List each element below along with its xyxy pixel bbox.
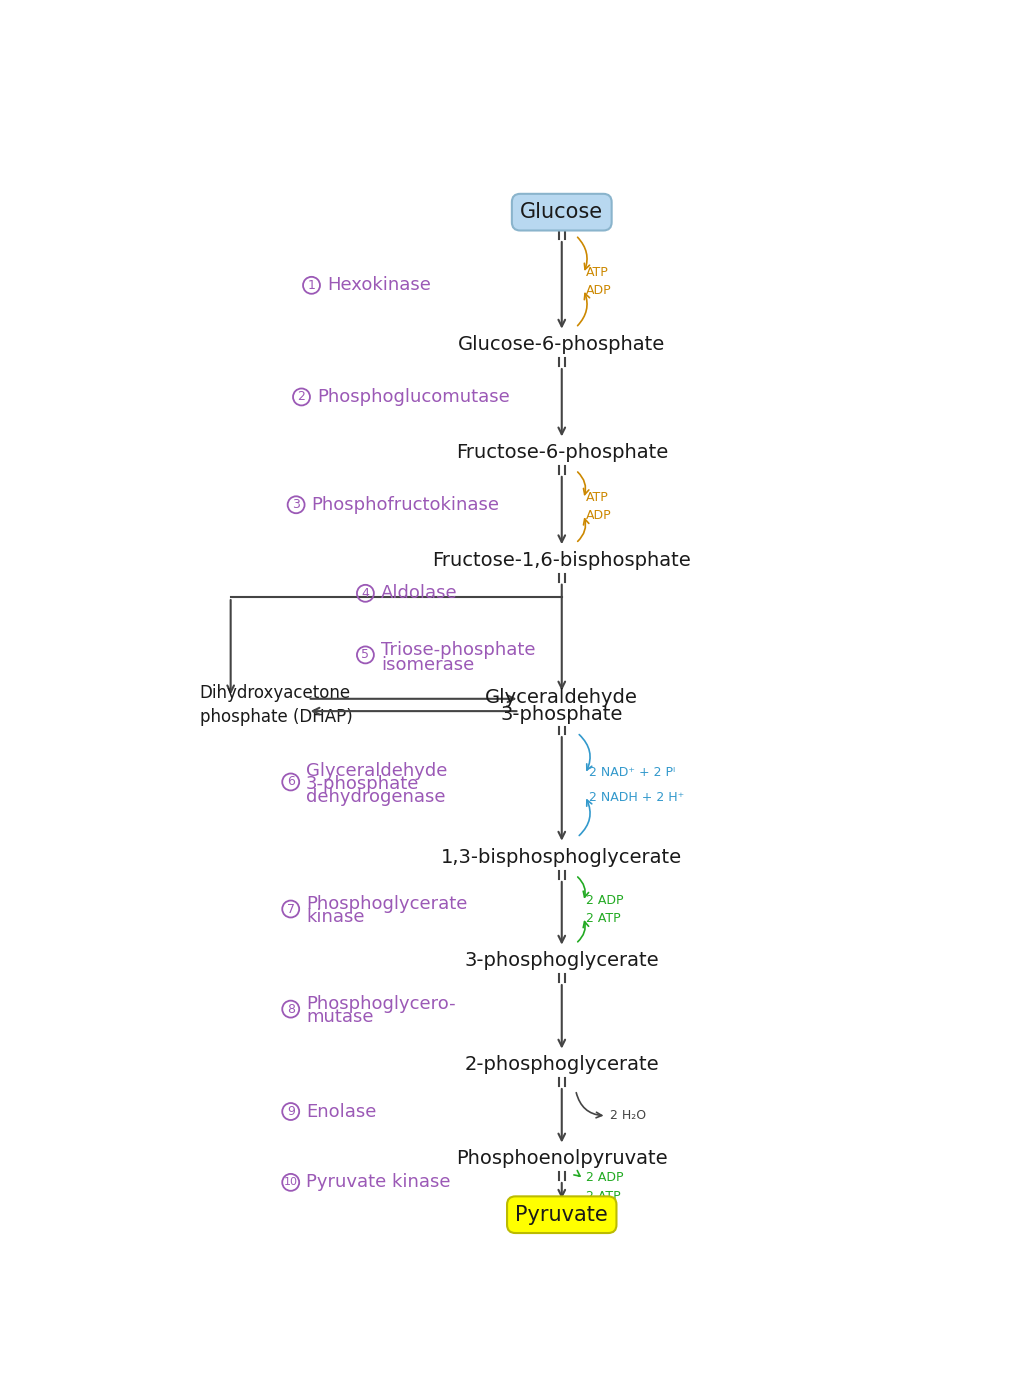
Text: 5: 5: [361, 649, 370, 661]
Text: 1,3-bisphosphoglycerate: 1,3-bisphosphoglycerate: [441, 848, 682, 867]
Text: 10: 10: [284, 1177, 298, 1188]
Text: ADP: ADP: [587, 509, 612, 523]
Text: Phosphoenolpyruvate: Phosphoenolpyruvate: [456, 1149, 668, 1169]
Text: 4: 4: [361, 586, 370, 600]
Text: Fructose-1,6-bisphosphate: Fructose-1,6-bisphosphate: [432, 552, 691, 570]
Text: Glyceraldehyde: Glyceraldehyde: [485, 687, 638, 707]
Text: dehydrogenase: dehydrogenase: [306, 788, 445, 806]
Text: Pyruvate kinase: Pyruvate kinase: [306, 1173, 451, 1191]
Text: ADP: ADP: [587, 284, 612, 297]
Text: Enolase: Enolase: [306, 1102, 377, 1120]
Text: Pyruvate: Pyruvate: [515, 1205, 608, 1225]
Text: Phosphofructokinase: Phosphofructokinase: [311, 495, 500, 513]
Text: 3: 3: [292, 498, 300, 512]
Text: 2 ADP: 2 ADP: [587, 1171, 624, 1184]
Text: 2 NAD⁺ + 2 Pᴵ: 2 NAD⁺ + 2 Pᴵ: [590, 766, 676, 779]
Text: Glyceraldehyde: Glyceraldehyde: [306, 762, 447, 780]
Text: ATP: ATP: [587, 491, 609, 503]
Text: 2 H₂O: 2 H₂O: [609, 1109, 645, 1122]
Text: mutase: mutase: [306, 1008, 374, 1026]
Text: 2 NADH + 2 H⁺: 2 NADH + 2 H⁺: [590, 791, 685, 804]
Text: Hexokinase: Hexokinase: [327, 277, 431, 295]
Text: 6: 6: [287, 776, 295, 788]
Text: Glucose: Glucose: [520, 202, 603, 223]
Text: kinase: kinase: [306, 907, 365, 925]
Text: 2 ATP: 2 ATP: [587, 1189, 621, 1203]
Text: 3-phosphate: 3-phosphate: [501, 705, 623, 723]
Text: Triose-phosphate: Triose-phosphate: [381, 640, 536, 658]
Text: 2 ADP: 2 ADP: [587, 893, 624, 907]
Text: Phosphoglycero-: Phosphoglycero-: [306, 994, 456, 1012]
Text: 1: 1: [307, 279, 315, 292]
Text: 3-phosphoglycerate: 3-phosphoglycerate: [465, 952, 659, 969]
Text: ATP: ATP: [587, 266, 609, 279]
Text: 2-phosphoglycerate: 2-phosphoglycerate: [465, 1055, 659, 1075]
Text: 2: 2: [298, 390, 305, 404]
Text: 7: 7: [287, 903, 295, 916]
Text: Aldolase: Aldolase: [381, 584, 458, 603]
Text: 9: 9: [287, 1105, 295, 1117]
Text: 2 ATP: 2 ATP: [587, 913, 621, 925]
Text: Phosphoglucomutase: Phosphoglucomutase: [316, 389, 510, 407]
Text: isomerase: isomerase: [381, 656, 474, 674]
Text: 3-phosphate: 3-phosphate: [306, 776, 420, 794]
Text: Phosphoglycerate: Phosphoglycerate: [306, 895, 468, 913]
Text: 8: 8: [287, 1003, 295, 1015]
Text: Glucose-6-phosphate: Glucose-6-phosphate: [458, 335, 666, 354]
Text: Fructose-6-phosphate: Fructose-6-phosphate: [456, 443, 668, 462]
Text: Dihydroxyacetone
phosphate (DHAP): Dihydroxyacetone phosphate (DHAP): [200, 685, 352, 726]
